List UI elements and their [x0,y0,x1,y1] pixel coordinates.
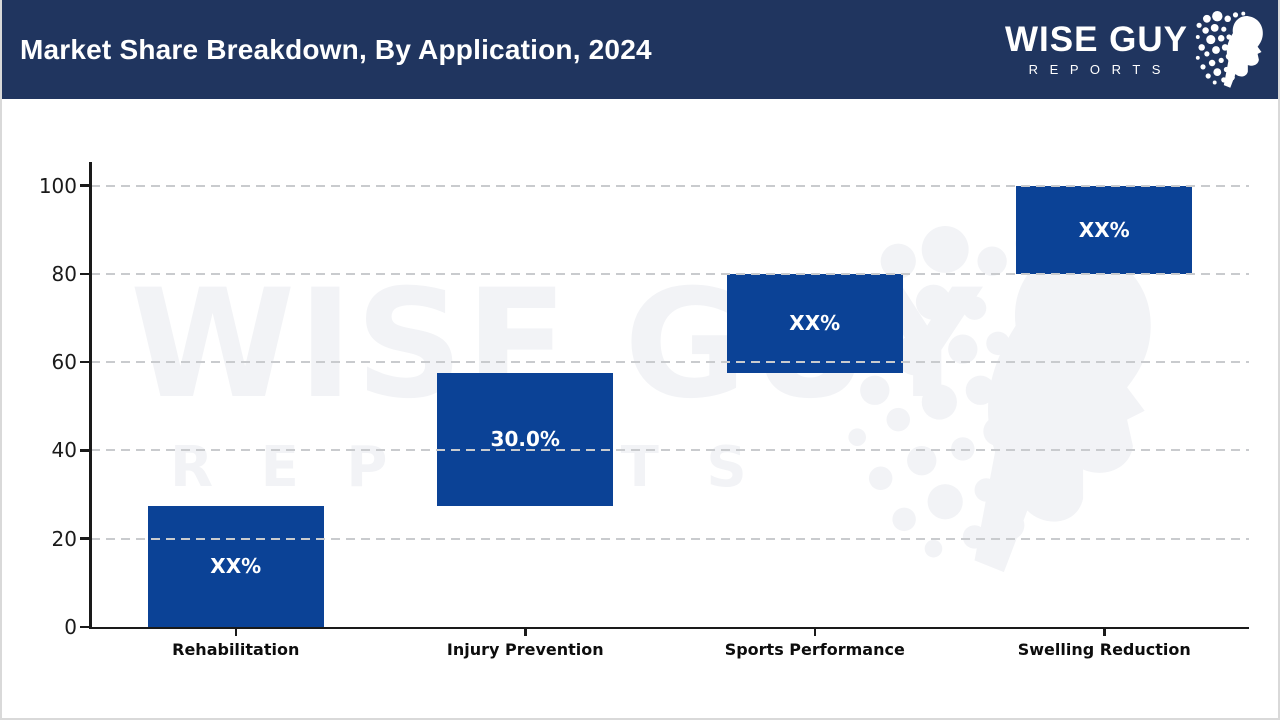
y-tick-mark [80,537,91,540]
logo-text: WISE GUY R E P O R T S [1005,22,1188,77]
y-axis-line [89,162,92,629]
x-tick-label: Injury Prevention [446,640,604,659]
y-tick-label: 0 [64,615,77,639]
bar [437,373,614,506]
x-tick-mark [524,627,527,636]
x-tick-label: Rehabilitation [172,640,300,659]
y-tick-label: 80 [51,261,77,286]
bar [726,273,903,374]
x-axis-line [89,626,1249,629]
x-tick-mark [1103,627,1106,636]
y-tick-label: 20 [51,526,77,551]
page-title: Market Share Breakdown, By Application, … [20,33,652,65]
bar [147,505,324,627]
y-tick-mark [80,625,91,629]
x-tick-label: Sports Performance [724,640,905,659]
bar-value-label: XX% [1078,217,1130,242]
y-tick-mark [80,272,91,276]
gridline [91,361,1249,364]
x-tick-mark [234,627,237,636]
bar-value-label: XX% [210,554,262,579]
header-bar: Market Share Breakdown, By Application, … [2,0,1278,99]
logo-name: WISE GUY [1004,20,1188,59]
gridline [91,537,1249,540]
y-tick-mark [80,449,91,452]
bar [1016,185,1193,274]
gridline [91,272,1249,275]
gridline [91,449,1249,452]
y-tick-label: 40 [51,438,77,463]
bar-value-label: XX% [789,311,841,336]
y-tick-mark [80,360,91,364]
dotted-head-logo-icon [1192,11,1266,89]
logo: WISE GUY R E P O R T S [1005,11,1266,89]
bar-value-label: 30.0% [490,427,560,452]
x-tick-mark [813,627,816,636]
y-tick-label: 100 [38,173,77,198]
y-tick-mark [80,184,91,187]
logo-tagline: R E P O R T S [1028,62,1165,77]
gridline [91,184,1249,187]
y-tick-label: 60 [51,350,77,375]
x-tick-label: Swelling Reduction [1017,640,1191,659]
